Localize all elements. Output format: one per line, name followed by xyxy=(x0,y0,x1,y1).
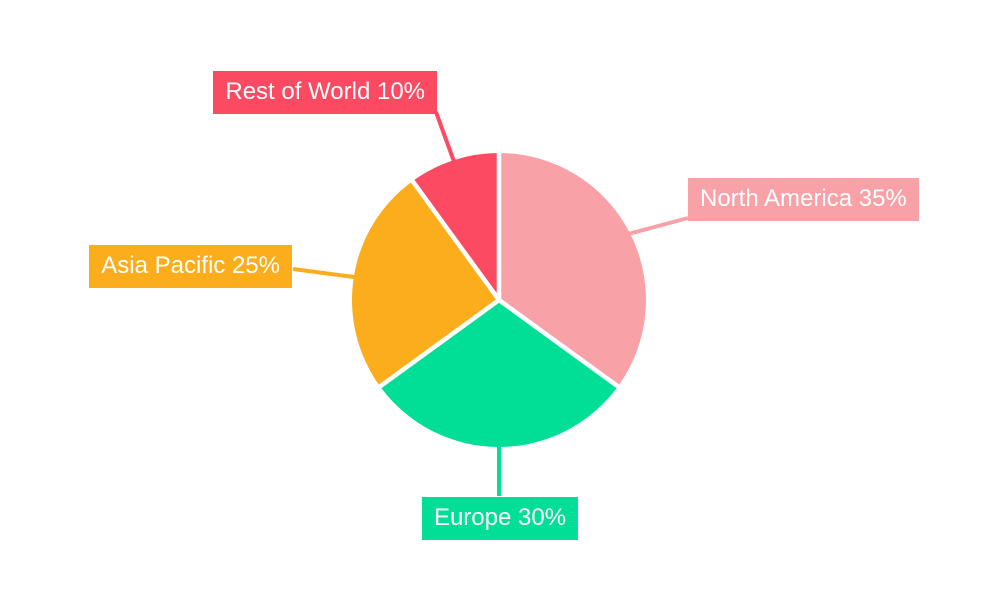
slice-separator xyxy=(378,298,501,389)
callout-rest-of-world: Rest of World 10% xyxy=(213,71,437,114)
pie-slice-europe xyxy=(380,300,618,448)
callout-asia-pacific: Asia Pacific 25% xyxy=(89,245,292,288)
pie-slice-rest-of-world xyxy=(412,153,499,300)
leader-line-north-america xyxy=(628,216,689,236)
pie-slice-asia-pacific xyxy=(351,181,499,387)
slice-separator xyxy=(410,179,501,302)
leader-line-rest-of-world xyxy=(434,111,456,162)
leader-line-asia-pacific xyxy=(292,267,356,280)
pie-slice-north-america xyxy=(499,153,647,387)
callout-north-america: North America 35% xyxy=(688,178,919,221)
slice-separator xyxy=(497,298,620,389)
callout-europe: Europe 30% xyxy=(421,497,579,540)
